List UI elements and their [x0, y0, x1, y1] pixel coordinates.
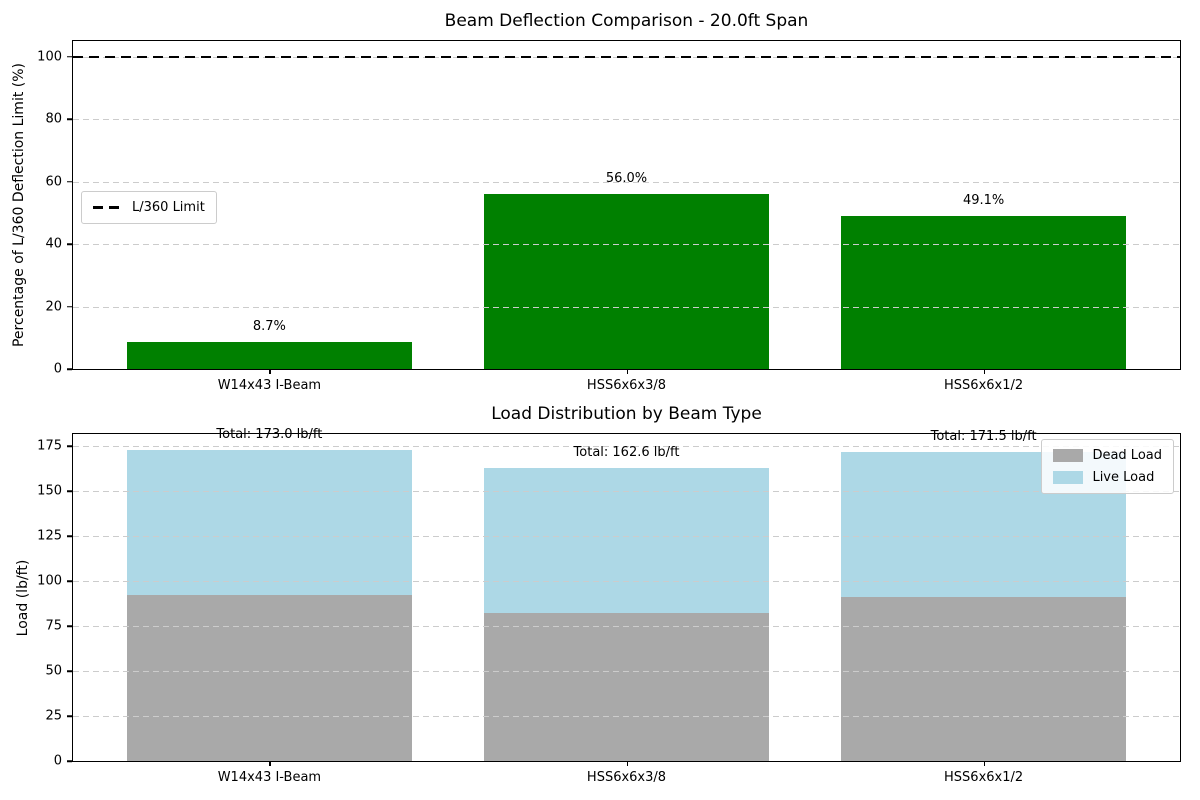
y-tick-label: 150 — [37, 483, 62, 499]
x-tick-mark — [983, 369, 986, 374]
stacked-bar-segment — [483, 613, 770, 761]
gridline — [73, 244, 1180, 246]
y-tick-label: 0 — [53, 753, 62, 769]
legend: L/360 Limit — [81, 191, 217, 224]
y-tick-label: 125 — [37, 528, 62, 544]
load-chart-axes: Load Distribution by Beam Type Load (lb/… — [15, 404, 1181, 785]
bar — [483, 194, 770, 369]
y-tick-mark — [66, 625, 72, 627]
y-tick-label: 50 — [45, 663, 62, 679]
legend-entry: Live Load — [1053, 470, 1162, 485]
x-tick-mark — [983, 761, 986, 766]
x-tick-mark — [626, 761, 628, 766]
y-tick-label: 175 — [37, 438, 62, 454]
y-tick-mark — [66, 760, 72, 762]
y-tick-mark — [66, 305, 72, 308]
y-tick-mark — [66, 535, 72, 537]
gridline — [73, 581, 1180, 583]
gridline — [73, 181, 1180, 183]
bar-value-label: 49.1% — [962, 192, 1005, 208]
bar-total-label: Total: 173.0 lb/ft — [216, 426, 323, 442]
y-tick-mark — [66, 55, 72, 58]
y-tick-label: 25 — [45, 708, 62, 724]
bar — [840, 215, 1127, 369]
y-tick-mark — [66, 180, 72, 183]
legend-label: Dead Load — [1092, 448, 1162, 463]
x-tick-mark — [269, 761, 271, 766]
y-tick-mark — [66, 670, 72, 672]
bar — [126, 341, 413, 369]
x-tick-label: HSS6x6x1/2 — [944, 770, 1024, 785]
legend-color-swatch — [1053, 449, 1084, 462]
y-tick-label: 80 — [45, 111, 62, 127]
y-tick-label: 0 — [53, 361, 62, 377]
y-tick-mark — [66, 580, 72, 582]
x-tick-label: HSS6x6x1/2 — [944, 378, 1024, 393]
legend-color-swatch — [1053, 471, 1084, 484]
gridline — [73, 671, 1180, 673]
x-tick-label: HSS6x6x3/8 — [586, 378, 667, 393]
y-tick-mark — [66, 490, 72, 492]
x-tick-mark — [269, 369, 271, 374]
y-tick-mark — [66, 243, 72, 245]
deflection-chart-ylabel: Percentage of L/360 Deflection Limit (%) — [11, 62, 27, 348]
legend: Dead Load Live Load — [1041, 439, 1174, 494]
gridline — [73, 446, 1180, 448]
x-tick-label: W14x43 I-Beam — [217, 378, 322, 393]
gridline — [73, 306, 1180, 308]
stacked-bar-segment — [126, 594, 413, 761]
y-tick-mark — [66, 445, 72, 447]
stacked-bar-segment — [483, 468, 770, 614]
gridline — [73, 119, 1180, 121]
x-tick-label: HSS6x6x3/8 — [586, 770, 667, 785]
stacked-bar-segment — [126, 449, 413, 595]
bar-value-label: 8.7% — [252, 318, 286, 334]
y-tick-label: 100 — [37, 49, 62, 65]
gridline — [73, 626, 1180, 628]
gridline — [73, 491, 1180, 493]
x-tick-label: W14x43 I-Beam — [217, 770, 322, 785]
legend-entry: Dead Load — [1053, 448, 1162, 463]
y-tick-mark — [66, 715, 72, 717]
legend-dashed-line-sample — [93, 206, 123, 209]
legend-label: Live Load — [1092, 470, 1155, 485]
y-tick-mark — [66, 118, 72, 120]
stacked-bar-segment — [840, 597, 1127, 761]
bar-total-label: Total: 162.6 lb/ft — [573, 445, 680, 461]
y-tick-label: 20 — [45, 299, 62, 315]
y-tick-mark — [66, 368, 72, 370]
legend-entry: L/360 Limit — [93, 200, 205, 215]
bar-total-label: Total: 171.5 lb/ft — [930, 429, 1037, 445]
x-tick-mark — [626, 369, 628, 374]
deflection-chart-title: Beam Deflection Comparison - 20.0ft Span — [444, 11, 809, 31]
y-tick-label: 40 — [45, 236, 62, 252]
load-chart-ylabel: Load (lb/ft) — [15, 559, 31, 636]
gridline — [73, 536, 1180, 538]
gridline — [73, 716, 1180, 717]
load-chart-title: Load Distribution by Beam Type — [491, 404, 762, 424]
reference-line — [73, 55, 1180, 59]
y-tick-label: 75 — [45, 618, 62, 634]
y-tick-label: 100 — [37, 573, 62, 589]
legend-label: L/360 Limit — [132, 200, 205, 215]
y-tick-label: 60 — [45, 174, 62, 190]
bar-value-label: 56.0% — [605, 171, 648, 187]
deflection-chart-axes: Beam Deflection Comparison - 20.0ft Span… — [11, 11, 1181, 393]
